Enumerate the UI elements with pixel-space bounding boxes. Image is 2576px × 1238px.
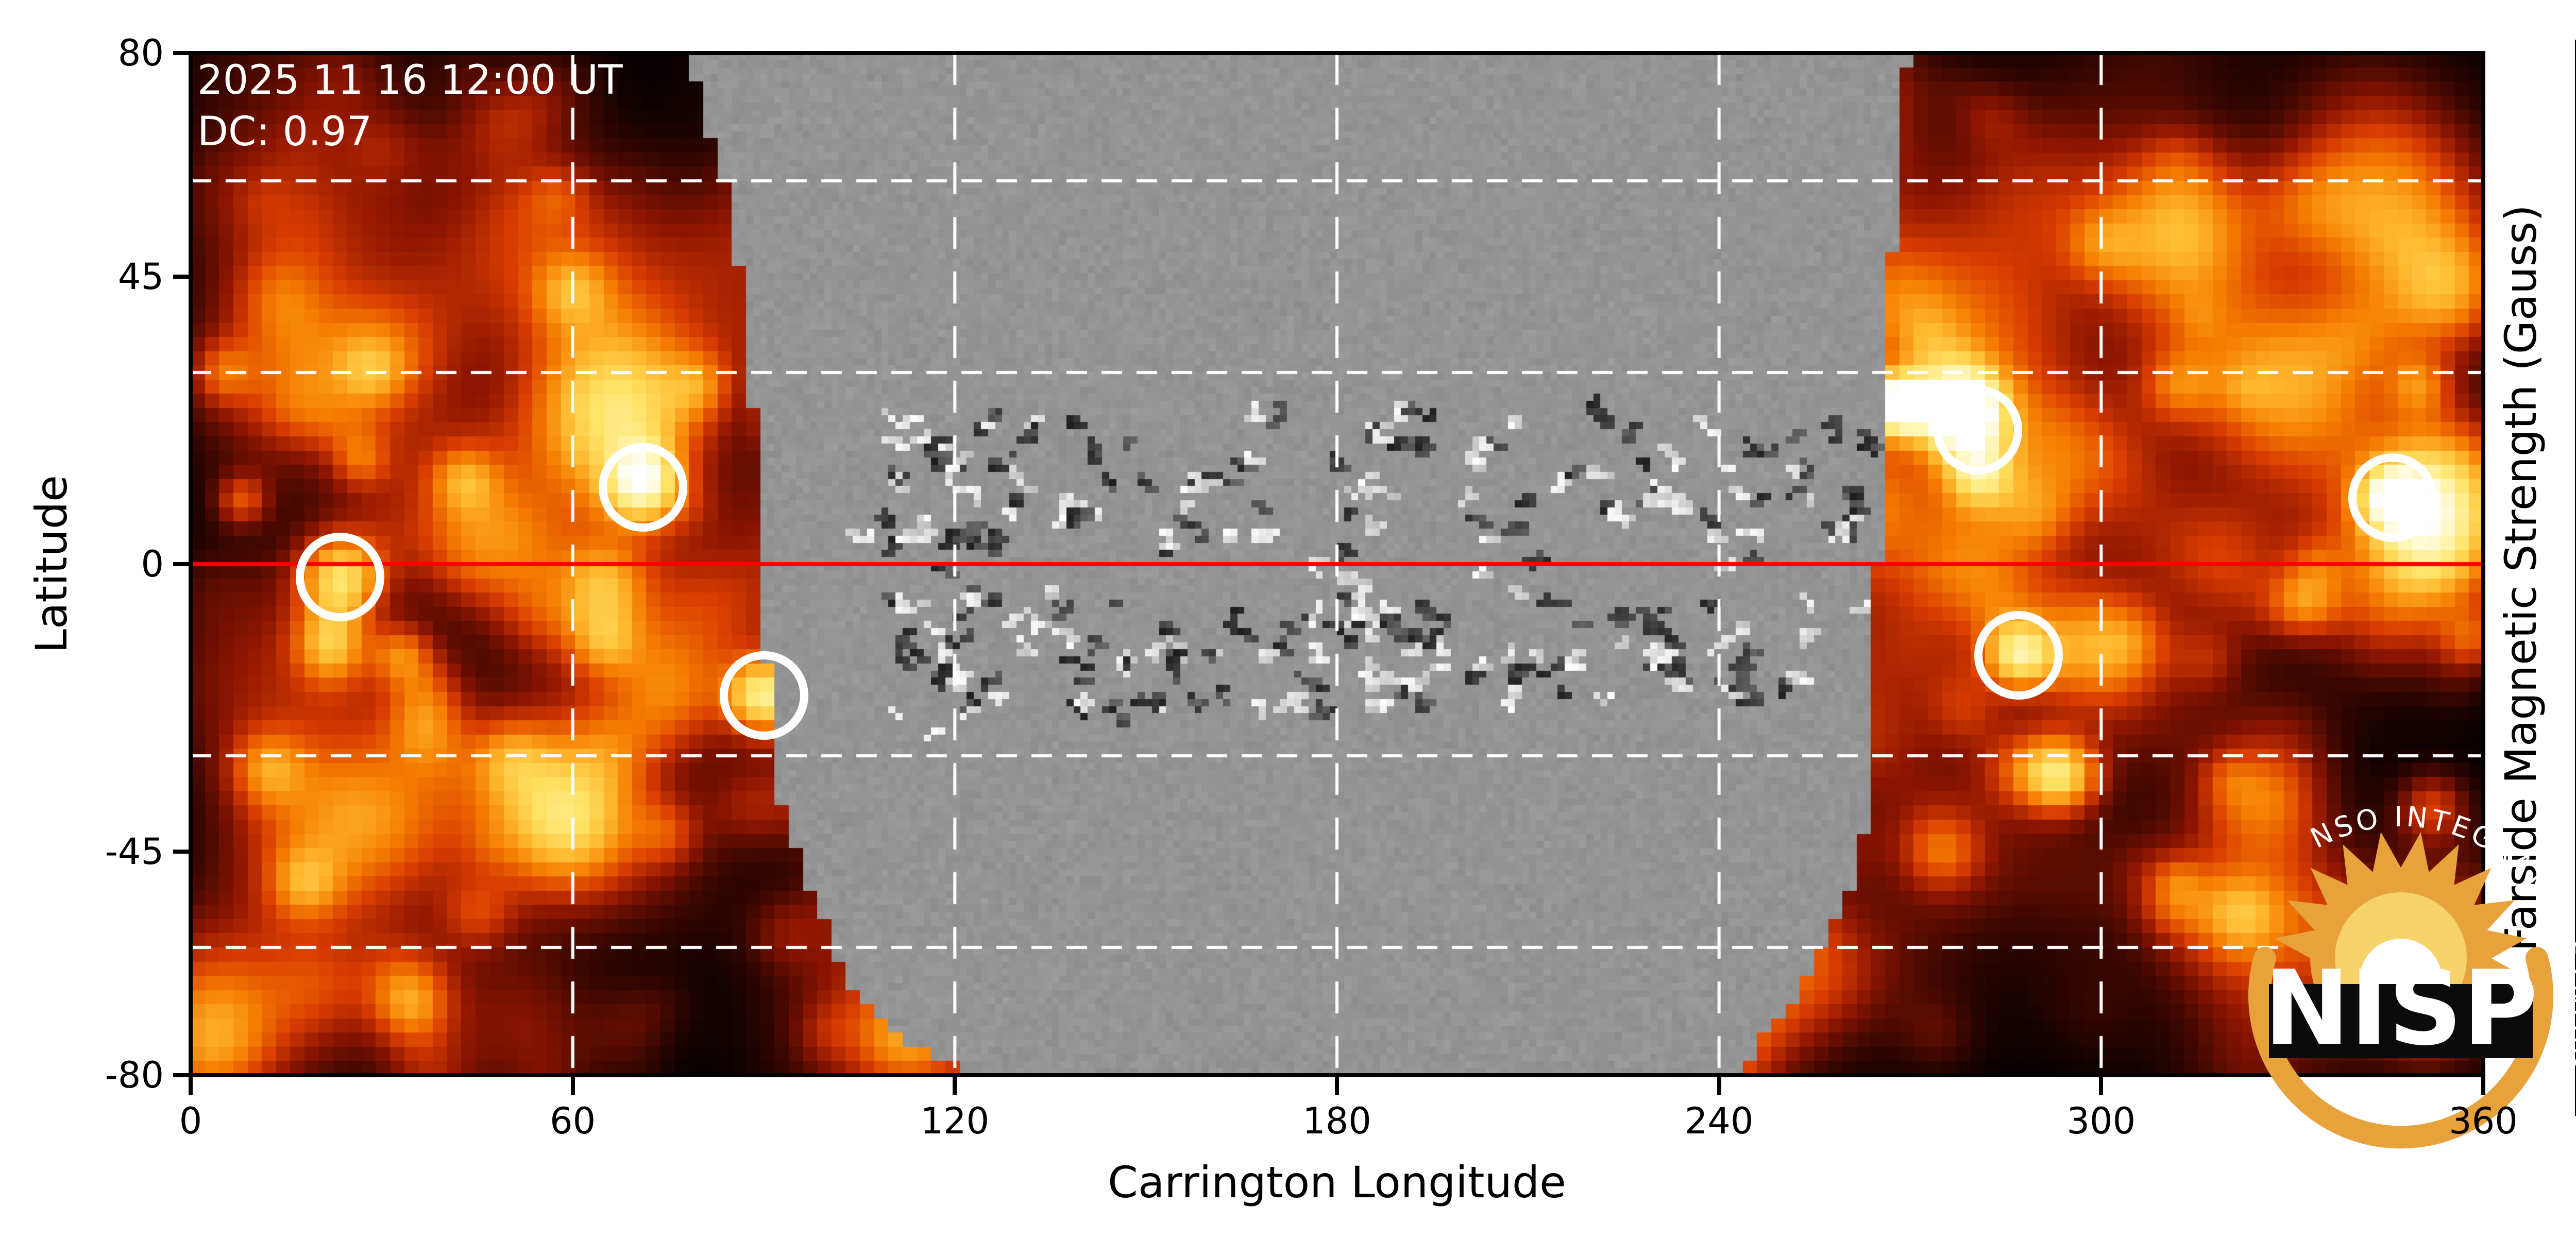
y-tick-mark [173, 562, 191, 566]
active-region-marker [2348, 453, 2437, 542]
y-tick-label: -45 [105, 830, 164, 873]
x-tick-mark [953, 1077, 957, 1095]
active-region-marker [1933, 385, 2022, 474]
y-tick-label: 80 [117, 32, 164, 74]
x-tick-label: 60 [550, 1100, 596, 1142]
y-tick-mark [173, 1073, 191, 1077]
x-tick-mark [2481, 1077, 2485, 1095]
x-tick-label: 180 [1302, 1100, 1371, 1142]
x-tick-mark [189, 1077, 193, 1095]
x-tick-mark [1335, 1077, 1339, 1095]
active-region-marker [296, 532, 385, 621]
timestamp-label: 2025 11 16 12:00 UT [197, 57, 623, 104]
x-tick-label: 240 [1684, 1100, 1754, 1142]
active-region-marker [719, 651, 808, 740]
active-region-marker [1974, 611, 2063, 700]
x-tick-mark [2099, 1077, 2104, 1095]
y-tick-mark [173, 275, 191, 279]
y-tick-label: 0 [141, 543, 164, 585]
x-tick-mark [570, 1077, 575, 1095]
y-tick-label: 45 [117, 256, 164, 298]
x-tick-label: 120 [920, 1100, 990, 1142]
nisp-logo: NISP NSO INTEGRATED SYNOPTIC PROGRAM [2248, 800, 2576, 1189]
y-tick-mark [173, 850, 191, 854]
x-tick-mark [1717, 1077, 1721, 1095]
y-tick-label: -80 [105, 1054, 164, 1096]
active-region-marker [598, 443, 687, 532]
x-tick-label: 0 [179, 1100, 202, 1142]
logo-ring [2248, 947, 2553, 1149]
x-axis-title: Carrington Longitude [1108, 1157, 1566, 1208]
x-tick-label: 360 [2449, 1100, 2518, 1142]
y-tick-mark [173, 51, 191, 55]
duty-cycle-label: DC: 0.97 [197, 109, 372, 155]
x-tick-label: 300 [2066, 1100, 2136, 1142]
map-annotation: 2025 11 16 12:00 UT DC: 0.97 [197, 55, 623, 158]
logo-nisp-text: NISP [2264, 948, 2538, 1069]
logo-band [2269, 984, 2533, 1058]
farside-frontside-map [191, 53, 2483, 1075]
farside-colorbar-gradient [2575, 40, 2576, 1116]
